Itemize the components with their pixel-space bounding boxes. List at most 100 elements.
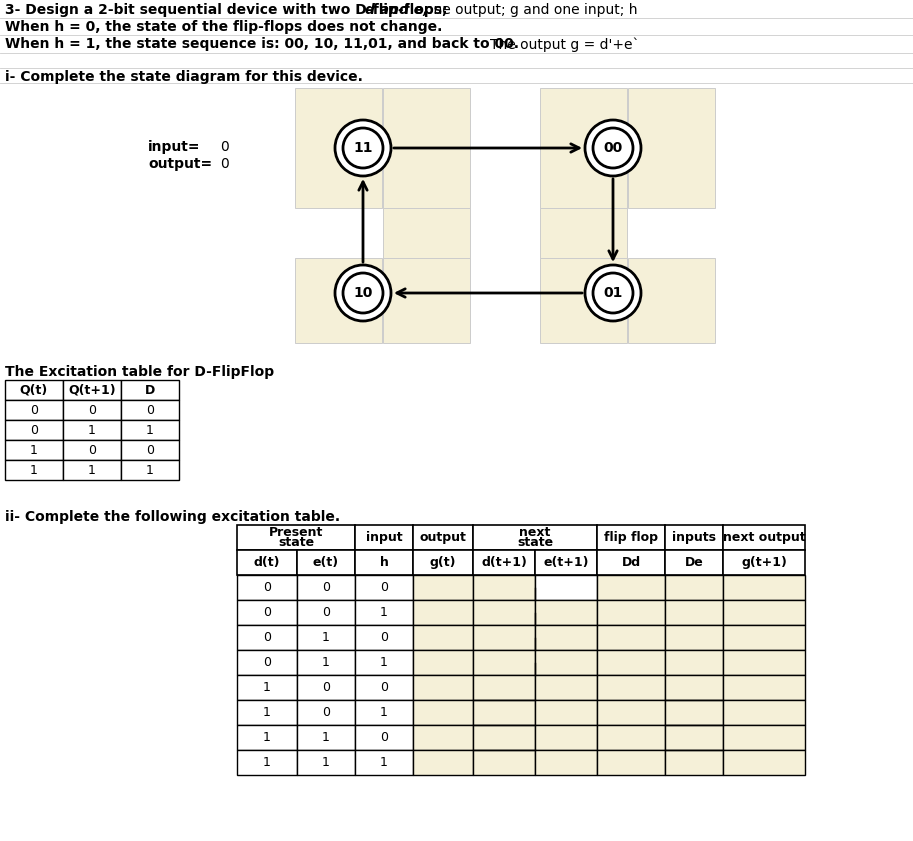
Text: 0: 0 [322,606,330,619]
Text: next: next [519,526,551,539]
Bar [413,600,473,625]
Text: input=: input= [148,140,201,154]
Text: d(t+1): d(t+1) [481,556,527,569]
Bar [723,575,805,600]
Bar [413,575,473,600]
Bar [355,575,413,600]
Text: 0: 0 [30,424,38,436]
Bar [597,750,665,775]
Bar [723,650,805,675]
Bar [413,650,473,675]
Bar [121,420,179,440]
Text: 1: 1 [380,706,388,719]
Bar [535,550,597,575]
Text: 1: 1 [380,756,388,769]
Circle shape [585,120,641,176]
Bar [540,88,627,208]
Bar [535,600,597,625]
Bar [355,725,413,750]
Bar [5,400,63,420]
Bar [597,550,665,575]
Bar [665,525,723,550]
Text: Dd: Dd [622,556,641,569]
Bar [535,575,597,600]
Bar [473,625,535,650]
Text: 0: 0 [263,606,271,619]
Bar [628,258,715,343]
Text: 1: 1 [30,463,38,477]
Text: 0: 0 [263,656,271,669]
Bar [237,650,297,675]
Text: 1: 1 [88,463,96,477]
Bar [237,550,297,575]
Bar [121,440,179,460]
Text: De: De [685,556,703,569]
Text: 1: 1 [380,606,388,619]
Bar [121,460,179,480]
Text: 0: 0 [380,681,388,694]
Bar [665,600,723,625]
Bar [413,750,473,775]
Text: 1: 1 [380,656,388,669]
Text: ii- Complete the following excitation table.: ii- Complete the following excitation ta… [5,510,341,524]
Bar [597,675,665,700]
Bar [665,550,723,575]
Text: 0: 0 [263,581,271,594]
Bar [540,258,627,343]
Text: next output: next output [723,531,805,544]
Bar [535,675,597,700]
Bar [5,420,63,440]
Bar [473,575,535,600]
Text: 0: 0 [30,404,38,416]
Bar [665,650,723,675]
Text: 0: 0 [88,443,96,457]
Text: 1: 1 [146,463,154,477]
Text: 1: 1 [88,424,96,436]
Text: d and e,: d and e, [365,3,428,17]
Bar [665,625,723,650]
Bar [473,725,535,750]
Bar [723,600,805,625]
Text: i- Complete the state diagram for this device.: i- Complete the state diagram for this d… [5,70,362,84]
Bar [297,625,355,650]
Text: 0: 0 [263,631,271,644]
Text: 0: 0 [322,706,330,719]
Bar [383,208,470,258]
Bar [535,700,597,725]
Bar [297,675,355,700]
Text: 0: 0 [380,731,388,744]
Text: inputs: inputs [672,531,716,544]
Bar [355,675,413,700]
Bar [597,725,665,750]
Text: 1: 1 [263,681,271,694]
Bar [237,700,297,725]
Text: When h = 0, the state of the flip-flops does not change.: When h = 0, the state of the flip-flops … [5,20,443,34]
Bar [355,625,413,650]
Bar [237,600,297,625]
Bar [723,700,805,725]
Bar [383,258,470,308]
Bar [355,650,413,675]
Bar [413,700,473,725]
Bar [297,650,355,675]
Bar [297,725,355,750]
Text: one output; g and one input; h: one output; g and one input; h [425,3,637,17]
Bar [540,258,627,308]
Text: 11: 11 [353,141,373,155]
Bar [597,575,665,600]
Bar [535,725,597,750]
Bar [665,575,723,600]
Text: 0: 0 [88,404,96,416]
Bar [597,700,665,725]
Bar [535,750,597,775]
Text: flip flop: flip flop [604,531,658,544]
Bar [121,400,179,420]
Bar [355,550,413,575]
Bar [237,625,297,650]
Bar [597,525,665,550]
Bar [297,750,355,775]
Bar [237,525,355,550]
Bar [63,460,121,480]
Bar [237,725,297,750]
Bar [355,525,413,550]
